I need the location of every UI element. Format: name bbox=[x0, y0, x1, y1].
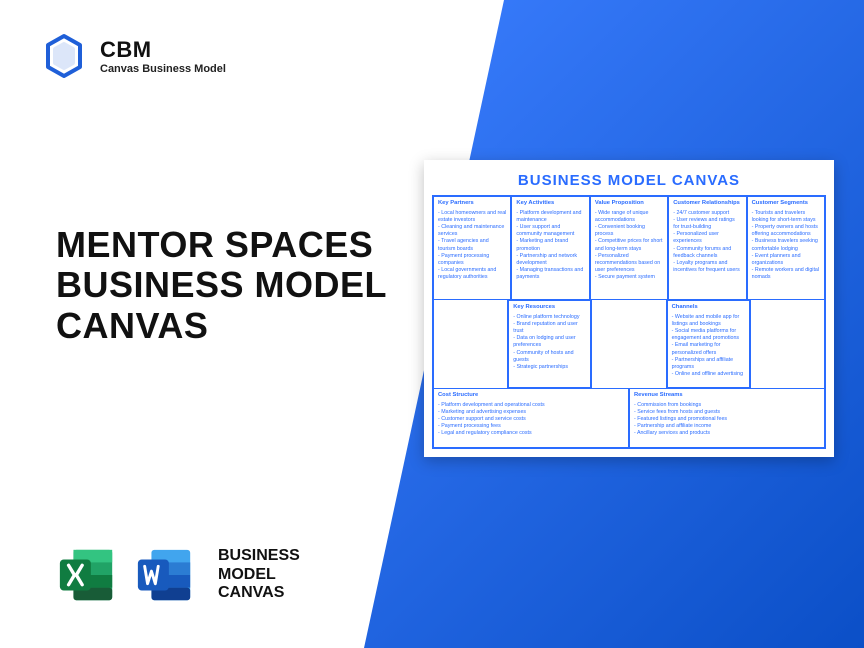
logo-text: CBM Canvas Business Model bbox=[100, 37, 226, 75]
list-item: Personalized recommendations based on us… bbox=[595, 253, 663, 274]
list-item: Tourists and travelers looking for short… bbox=[752, 210, 820, 224]
list-item: Online platform technology bbox=[513, 314, 586, 321]
main-headline: MENTOR SPACES BUSINESS MODEL CANVAS bbox=[56, 225, 416, 346]
bottom-l2: MODEL bbox=[218, 566, 276, 583]
list-item: Wide range of unique accommodations bbox=[595, 210, 663, 224]
list-item: Personalized user experiences bbox=[673, 231, 741, 245]
list-item: Service fees from hosts and guests bbox=[634, 409, 820, 416]
list-item: Managing transactions and payments bbox=[516, 267, 584, 281]
list-item: Partnership and affiliate income bbox=[634, 423, 820, 430]
list-item: Community of hosts and guests bbox=[513, 350, 586, 364]
canvas-cost-structure: Cost StructurePlatform development and o… bbox=[433, 388, 629, 448]
bottom-l3: CANVAS bbox=[218, 584, 284, 601]
headline-line2: BUSINESS MODEL bbox=[56, 264, 387, 305]
list-item: Social media platforms for engagement an… bbox=[672, 328, 745, 342]
list-item: Travel agencies and tourism boards bbox=[438, 238, 506, 252]
list-item: Strategic partnerships bbox=[513, 364, 586, 371]
canvas-grid: Key PartnersLocal homeowners and real es… bbox=[432, 195, 826, 449]
canvas-value-proposition: Value PropositionWide range of unique ac… bbox=[590, 196, 668, 300]
bottom-label: BUSINESS MODEL CANVAS bbox=[218, 547, 300, 602]
list-item: Online and offline advertising bbox=[672, 371, 745, 378]
list-item: Ancillary services and products bbox=[634, 430, 820, 437]
list-item: Customer support and service costs bbox=[438, 416, 624, 423]
canvas-customer-relationships: Customer Relationships24/7 customer supp… bbox=[668, 196, 746, 300]
list-item: Marketing and advertising expenses bbox=[438, 409, 624, 416]
list-item: Business travelers seeking comfortable l… bbox=[752, 238, 820, 252]
canvas-customer-segments: Customer SegmentsTourists and travelers … bbox=[747, 196, 825, 300]
list-item: Legal and regulatory compliance costs bbox=[438, 430, 624, 437]
list-item: Commission from bookings bbox=[634, 402, 820, 409]
canvas-key-activities: Key ActivitiesPlatform development and m… bbox=[511, 196, 589, 300]
list-item: User support and community management bbox=[516, 224, 584, 238]
logo-hex-icon bbox=[40, 32, 88, 80]
list-item: Brand reputation and user trust bbox=[513, 321, 586, 335]
list-item: Property owners and hosts offering accom… bbox=[752, 224, 820, 238]
list-item: Featured listings and promotional fees bbox=[634, 416, 820, 423]
list-item: Payment processing companies bbox=[438, 253, 506, 267]
word-icon bbox=[134, 544, 196, 606]
list-item: Data on lodging and user preferences bbox=[513, 335, 586, 349]
excel-icon bbox=[56, 544, 118, 606]
list-item: Platform development and maintenance bbox=[516, 210, 584, 224]
logo-full: Canvas Business Model bbox=[100, 63, 226, 75]
list-item: Local homeowners and real estate investo… bbox=[438, 210, 506, 224]
list-item: Event planners and organizations bbox=[752, 253, 820, 267]
list-item: Website and mobile app for listings and … bbox=[672, 314, 745, 328]
logo-abbr: CBM bbox=[100, 37, 226, 63]
list-item: Competitive prices for short and long-te… bbox=[595, 238, 663, 252]
list-item: 24/7 customer support bbox=[673, 210, 741, 217]
list-item: Remote workers and digital nomads bbox=[752, 267, 820, 281]
canvas-title: BUSINESS MODEL CANVAS bbox=[432, 168, 826, 195]
brand-logo: CBM Canvas Business Model bbox=[40, 32, 226, 80]
list-item: Payment processing fees bbox=[438, 423, 624, 430]
list-item: Partnership and network development bbox=[516, 253, 584, 267]
bottom-l1: BUSINESS bbox=[218, 547, 300, 564]
canvas-key-partners: Key PartnersLocal homeowners and real es… bbox=[433, 196, 511, 300]
canvas-channels: ChannelsWebsite and mobile app for listi… bbox=[667, 300, 750, 388]
headline-line3: CANVAS bbox=[56, 305, 208, 346]
list-item: Secure payment system bbox=[595, 274, 663, 281]
list-item: User reviews and ratings for trust-build… bbox=[673, 217, 741, 231]
headline-line1: MENTOR SPACES bbox=[56, 224, 373, 265]
list-item: Local governments and regulatory authori… bbox=[438, 267, 506, 281]
list-item: Community forums and feedback channels bbox=[673, 246, 741, 260]
list-item: Partnerships and affiliate programs bbox=[672, 357, 745, 371]
list-item: Loyalty programs and incentives for freq… bbox=[673, 260, 741, 274]
list-item: Cleaning and maintenance services bbox=[438, 224, 506, 238]
list-item: Convenient booking process bbox=[595, 224, 663, 238]
canvas-preview-sheet: BUSINESS MODEL CANVAS Key PartnersLocal … bbox=[424, 160, 834, 457]
canvas-revenue-streams: Revenue StreamsCommission from bookingsS… bbox=[629, 388, 825, 448]
file-format-area: BUSINESS MODEL CANVAS bbox=[56, 544, 300, 606]
list-item: Email marketing for personalized offers bbox=[672, 342, 745, 356]
list-item: Marketing and brand promotion bbox=[516, 238, 584, 252]
list-item: Platform development and operational cos… bbox=[438, 402, 624, 409]
canvas-key-resources: Key ResourcesOnline platform technologyB… bbox=[508, 300, 591, 388]
